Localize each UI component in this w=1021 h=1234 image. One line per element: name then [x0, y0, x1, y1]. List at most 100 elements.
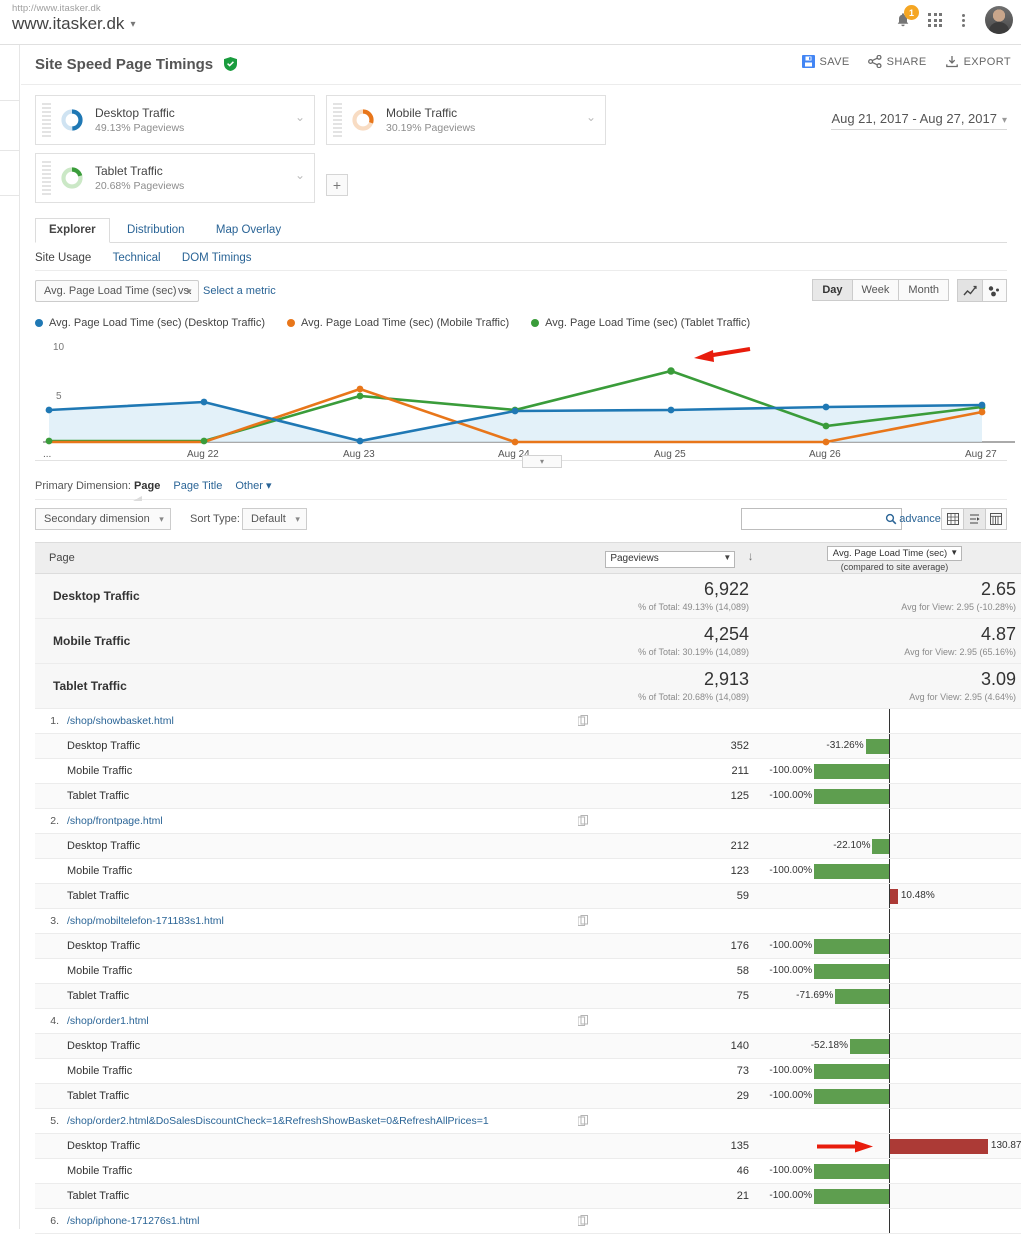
- summary-plt-sub: Avg for View: 2.95 (65.16%): [904, 647, 1016, 658]
- granularity-month[interactable]: Month: [898, 279, 949, 301]
- chart-legend: Avg. Page Load Time (sec) (Desktop Traff…: [35, 313, 1007, 333]
- select-a-metric-link[interactable]: Select a metric: [203, 285, 276, 297]
- primary-dimension-current[interactable]: Page: [134, 480, 161, 492]
- open-in-new-icon[interactable]: [578, 1015, 588, 1026]
- subtab-site-usage[interactable]: Site Usage: [35, 252, 92, 264]
- segment-bar: Desktop Traffic 49.13% Pageviews ⌄ Mobil…: [21, 85, 1021, 215]
- add-segment-button[interactable]: +: [326, 174, 348, 196]
- pageviews-cell: 123: [598, 858, 761, 884]
- segment-name-cell: Tablet Traffic: [35, 1083, 598, 1109]
- drag-handle[interactable]: [42, 161, 51, 195]
- empty-pageviews-cell: [598, 1108, 761, 1134]
- legend-label-mobile: Avg. Page Load Time (sec) (Mobile Traffi…: [301, 317, 510, 329]
- open-in-new-icon[interactable]: [578, 1115, 588, 1126]
- notifications-button[interactable]: 1: [892, 5, 919, 33]
- report-tabs: Explorer Distribution Map Overlay: [35, 217, 1007, 243]
- pivot-view-icon[interactable]: [985, 508, 1007, 530]
- page-load-time-metric-selector[interactable]: Avg. Page Load Time (sec) ▼: [826, 545, 963, 561]
- advanced-filter-link[interactable]: advanced: [899, 513, 947, 525]
- share-button[interactable]: SHARE: [867, 55, 927, 68]
- tab-map-overlay[interactable]: Map Overlay: [215, 224, 282, 236]
- chart-collapse-handle[interactable]: ▾: [522, 455, 562, 468]
- search-input[interactable]: [741, 508, 881, 530]
- column-header-page: Page: [35, 542, 598, 574]
- page-url-link[interactable]: /shop/order1.html: [67, 1015, 149, 1027]
- search-button[interactable]: [880, 508, 902, 530]
- page-frame: Site Speed Page Timings SAVE: [0, 45, 1021, 1234]
- line-chart-icon[interactable]: [957, 279, 982, 302]
- bar-axis: [889, 909, 890, 933]
- chevron-down-icon[interactable]: ⌄: [294, 110, 305, 124]
- page-url-link[interactable]: /shop/mobiltelefon-171183s1.html: [67, 915, 224, 927]
- subtab-dom-timings[interactable]: DOM Timings: [181, 252, 252, 264]
- page-url-link[interactable]: /shop/iphone-171276s1.html: [67, 1215, 200, 1227]
- donut-chart-tablet: [61, 167, 83, 189]
- segment-card-desktop-traffic[interactable]: Desktop Traffic 49.13% Pageviews ⌄: [35, 95, 315, 145]
- empty-pageviews-cell: [598, 808, 761, 834]
- bar-axis: [889, 859, 890, 883]
- drag-handle[interactable]: [333, 103, 342, 137]
- open-in-new-icon[interactable]: [578, 1215, 588, 1226]
- pageviews-metric-selector[interactable]: Pageviews ▼: [605, 550, 736, 568]
- comparison-bar-cell: -100.00%: [761, 933, 1021, 959]
- table-view-icon[interactable]: [941, 508, 963, 530]
- page-url-link[interactable]: /shop/order2.html&DoSalesDiscountCheck=1…: [67, 1115, 489, 1127]
- save-button[interactable]: SAVE: [801, 55, 850, 68]
- summary-pageviews-sub: % of Total: 49.13% (14,089): [638, 602, 749, 613]
- tab-explorer[interactable]: Explorer: [35, 218, 110, 243]
- granularity-day[interactable]: Day: [812, 279, 852, 301]
- open-in-new-icon[interactable]: [578, 715, 588, 726]
- line-chart[interactable]: 10 5: [35, 337, 1015, 469]
- comparison-view-icon[interactable]: [963, 508, 985, 530]
- drag-handle[interactable]: [42, 103, 51, 137]
- segment-card-tablet-traffic[interactable]: Tablet Traffic 20.68% Pageviews ⌄: [35, 153, 315, 203]
- chevron-down-icon: ▾: [130, 19, 136, 30]
- comparison-bar-negative: [865, 739, 889, 754]
- secondary-dimension-selector[interactable]: Secondary dimension ▾: [35, 508, 171, 530]
- chevron-down-icon: ▾: [295, 514, 300, 524]
- kebab-menu-icon[interactable]: [956, 13, 971, 27]
- primary-dimension-other[interactable]: Other ▾: [235, 480, 271, 492]
- subtab-technical[interactable]: Technical: [112, 252, 161, 264]
- sort-direction-icon[interactable]: ↓: [747, 548, 754, 563]
- legend-item-tablet[interactable]: Avg. Page Load Time (sec) (Tablet Traffi…: [531, 317, 750, 329]
- comparison-percent: 130.87%: [990, 1140, 1021, 1151]
- segment-card-mobile-traffic[interactable]: Mobile Traffic 30.19% Pageviews ⌄: [326, 95, 606, 145]
- x-tick-6: Aug 27: [965, 449, 997, 460]
- comparison-glyph: [969, 514, 980, 524]
- legend-item-mobile[interactable]: Avg. Page Load Time (sec) (Mobile Traffi…: [287, 317, 509, 329]
- empty-bar-cell: [761, 808, 1021, 834]
- comparison-bar-cell: -100.00%: [761, 858, 1021, 884]
- comparison-bar-cell: -71.69%: [761, 983, 1021, 1009]
- empty-pageviews-cell: [598, 708, 761, 734]
- chevron-down-icon[interactable]: ⌄: [294, 168, 305, 182]
- date-range-picker[interactable]: Aug 21, 2017 - Aug 27, 2017 ▾: [831, 111, 1007, 130]
- open-in-new-icon[interactable]: [578, 815, 588, 826]
- segment-name-cell: Tablet Traffic: [35, 783, 598, 809]
- apps-grid-icon[interactable]: [928, 13, 942, 27]
- column-header-page-load-time: Avg. Page Load Time (sec) ▼ (compared to…: [761, 542, 1021, 574]
- primary-dimension-page-title[interactable]: Page Title: [173, 480, 223, 492]
- sort-type-selector[interactable]: Default ▾: [242, 508, 307, 530]
- open-in-new-icon[interactable]: [578, 915, 588, 926]
- export-button[interactable]: EXPORT: [945, 55, 1011, 68]
- account-switcher[interactable]: www.itasker.dk ▾: [12, 14, 135, 34]
- comparison-bar-cell: -100.00%: [761, 1058, 1021, 1084]
- motion-chart-icon[interactable]: [982, 279, 1007, 302]
- page-url-link[interactable]: /shop/frontpage.html: [67, 815, 163, 827]
- page-url-cell: 5. /shop/order2.html&DoSalesDiscountCheck…: [35, 1108, 598, 1134]
- row-number: 6.: [50, 1215, 59, 1227]
- metric-selector[interactable]: Avg. Page Load Time (sec) ▾: [35, 280, 200, 302]
- legend-dot-mobile: [287, 319, 296, 327]
- legend-item-desktop[interactable]: Avg. Page Load Time (sec) (Desktop Traff…: [35, 317, 265, 329]
- table-header-row: Page Pageviews ▼ ↓ Avg. Page Load Time (…: [35, 542, 1021, 574]
- user-avatar[interactable]: [985, 6, 1013, 34]
- granularity-week[interactable]: Week: [851, 279, 899, 301]
- summary-row-tablet: Tablet Traffic 2,913 % of Total: 20.68% …: [35, 663, 1021, 709]
- empty-bar-cell: [761, 1208, 1021, 1234]
- chart-divider: [35, 460, 1007, 461]
- table-url-row: 5. /shop/order2.html&DoSalesDiscountCheck…: [35, 1108, 1021, 1134]
- chevron-down-icon[interactable]: ⌄: [585, 110, 596, 124]
- page-url-link[interactable]: /shop/showbasket.html: [67, 715, 174, 727]
- tab-distribution[interactable]: Distribution: [127, 224, 185, 236]
